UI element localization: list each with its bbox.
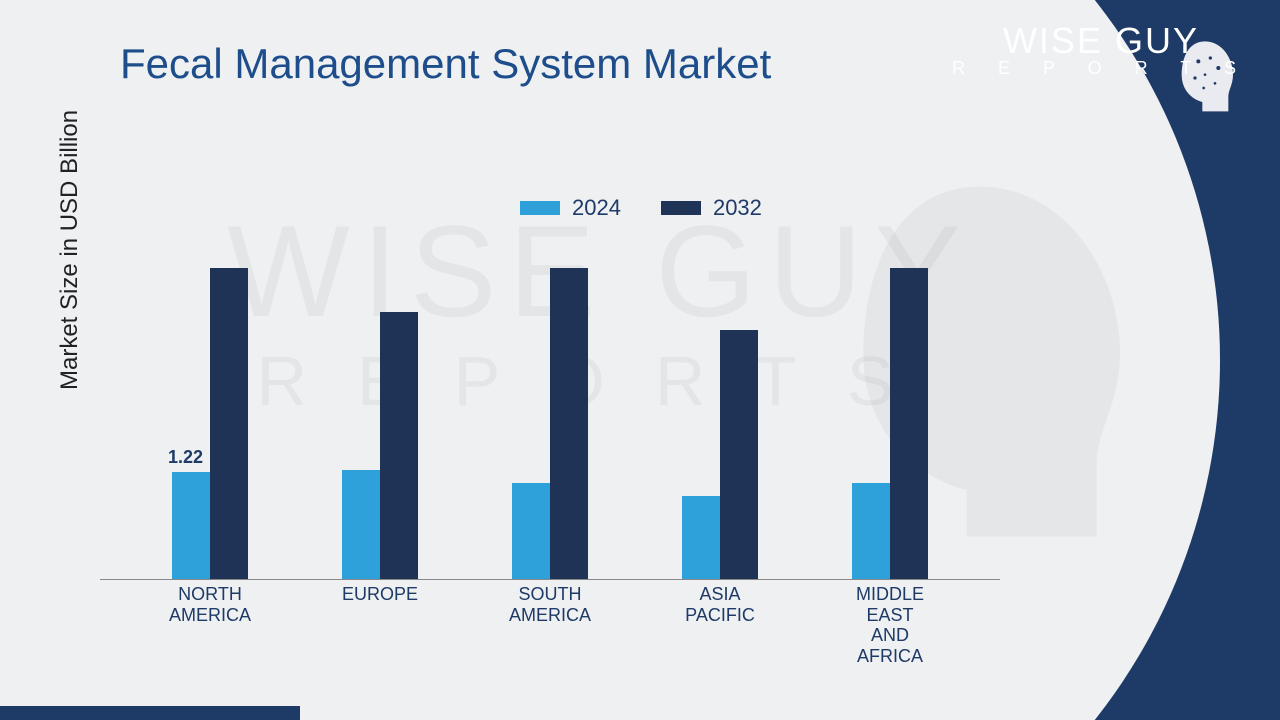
bar [550, 268, 588, 579]
legend-item-2032: 2032 [661, 195, 762, 221]
x-axis-label: EUROPE [310, 584, 450, 605]
x-axis-label: MIDDLEEASTANDAFRICA [820, 584, 960, 667]
bar [210, 268, 248, 579]
value-label: 1.22 [168, 447, 203, 468]
bar [512, 483, 550, 579]
bar-group [490, 268, 610, 579]
content-layer: Fecal Management System Market WISE GUY … [0, 0, 1280, 720]
bar-group [660, 330, 780, 579]
bottom-accent-bar [0, 706, 300, 720]
bar-group [320, 312, 440, 579]
bar-group [830, 268, 950, 579]
chart-plot-area: 1.22 [100, 230, 1000, 580]
x-axis-label: ASIAPACIFIC [650, 584, 790, 625]
bar [890, 268, 928, 579]
legend-swatch-2024 [520, 201, 560, 215]
bar [720, 330, 758, 579]
y-axis-label: Market Size in USD Billion [56, 110, 84, 390]
legend-item-2024: 2024 [520, 195, 621, 221]
x-axis-label: SOUTHAMERICA [480, 584, 620, 625]
legend-label-2024: 2024 [572, 195, 621, 221]
legend-swatch-2032 [661, 201, 701, 215]
bar [342, 470, 380, 579]
brand-head-icon [1170, 38, 1240, 118]
bar [682, 496, 720, 579]
chart-title: Fecal Management System Market [120, 40, 771, 88]
bar [380, 312, 418, 579]
brand-logo: WISE GUY R E P O R T S [952, 20, 1250, 79]
bar [172, 472, 210, 579]
legend-label-2032: 2032 [713, 195, 762, 221]
x-axis-label: NORTHAMERICA [140, 584, 280, 625]
bar [852, 483, 890, 579]
bar-group: 1.22 [150, 268, 270, 579]
infographic-canvas: WISE GUY REPORTS Fecal Management System… [0, 0, 1280, 720]
x-axis-labels: NORTHAMERICA EUROPE SOUTHAMERICA ASIAPACIFI… [100, 584, 1000, 704]
legend: 2024 2032 [520, 195, 762, 221]
